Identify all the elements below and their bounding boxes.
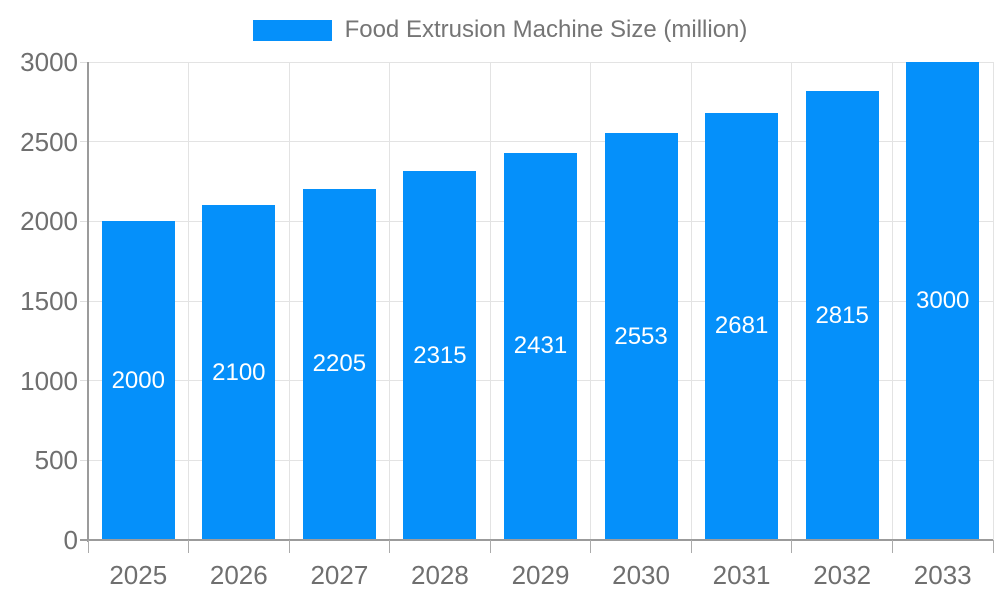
bar (302, 188, 376, 540)
y-tick-mark (80, 380, 88, 382)
bar-value-label: 2431 (513, 332, 568, 360)
y-tick-mark (80, 459, 88, 461)
x-axis-line (80, 539, 993, 541)
y-axis-label: 3000 (20, 47, 78, 77)
y-tick-mark (80, 141, 88, 143)
x-axis-label: 2033 (913, 560, 972, 590)
y-axis-label: 1500 (20, 286, 78, 316)
x-grid-line (389, 62, 391, 540)
x-tick-mark (590, 540, 592, 553)
bar-value-label: 2553 (614, 322, 668, 350)
y-tick-mark (80, 300, 88, 302)
y-axis-label: 500 (34, 445, 78, 476)
x-axis-label: 2025 (109, 560, 168, 590)
x-grid-line (288, 62, 290, 540)
legend[interactable]: Food Extrusion Machine Size (million) (0, 16, 1000, 44)
bar (101, 221, 175, 540)
y-axis-label: 2000 (20, 206, 78, 237)
bar (403, 171, 477, 540)
bar-value-label: 2315 (413, 341, 467, 369)
x-axis-label: 2029 (511, 560, 570, 590)
x-tick-mark (87, 540, 89, 553)
x-tick-mark (389, 540, 391, 553)
x-tick-mark (489, 540, 491, 553)
x-grid-line (891, 62, 893, 540)
x-grid-line (188, 62, 190, 540)
bar-value-label: 2815 (815, 301, 869, 329)
x-grid-line (791, 62, 793, 540)
x-tick-mark (288, 540, 290, 553)
x-axis-label: 2031 (712, 560, 771, 590)
y-axis-line (87, 62, 89, 542)
y-tick-mark (80, 61, 88, 63)
legend-label: Food Extrusion Machine Size (million) (344, 16, 748, 43)
x-axis-label: 2032 (813, 560, 872, 590)
x-tick-mark (690, 540, 692, 553)
x-axis-label: 2026 (209, 560, 268, 590)
y-grid-line (88, 141, 993, 143)
x-axis-label: 2027 (310, 560, 369, 590)
bar-value-label: 2000 (111, 366, 165, 394)
y-grid-line (88, 61, 993, 63)
x-grid-line (489, 62, 491, 540)
bar-value-label: 2100 (212, 358, 266, 386)
bar (906, 62, 980, 540)
x-grid-line (590, 62, 592, 540)
bar (202, 205, 276, 540)
bar (504, 152, 577, 540)
x-grid-line (690, 62, 692, 540)
y-axis-label: 2500 (20, 126, 78, 157)
y-axis-label: 1000 (20, 365, 78, 396)
bar-value-label: 2205 (312, 350, 367, 378)
bar (604, 133, 678, 540)
x-tick-mark (992, 540, 994, 553)
y-tick-mark (80, 220, 88, 222)
bar-value-label: 2681 (714, 312, 769, 340)
y-axis-label: 0 (63, 525, 78, 555)
x-grid-line (992, 62, 994, 540)
bar (805, 91, 879, 540)
x-axis-label: 2030 (612, 560, 670, 590)
bar (705, 112, 779, 540)
x-tick-mark (791, 540, 793, 553)
x-tick-mark (891, 540, 893, 553)
x-axis-label: 2028 (411, 560, 469, 590)
legend-swatch-icon (252, 19, 332, 41)
x-tick-mark (188, 540, 190, 553)
bar-value-label: 3000 (916, 287, 970, 314)
